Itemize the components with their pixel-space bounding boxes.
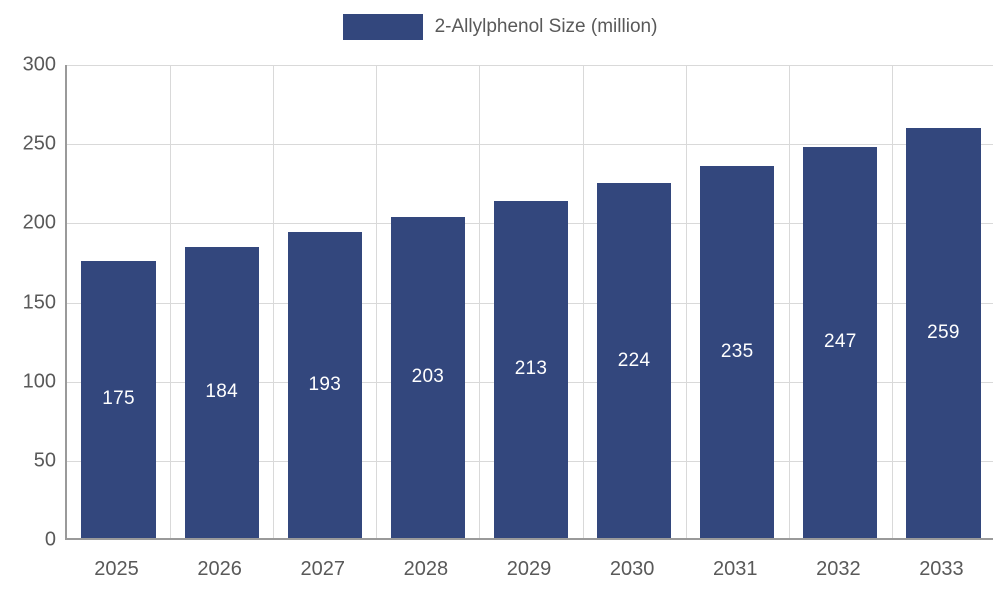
gridline-y-300 bbox=[67, 65, 993, 66]
bar-value-label: 175 bbox=[102, 388, 135, 410]
y-tick-label-250: 250 bbox=[22, 132, 56, 155]
chart-legend: 2-Allylphenol Size (million) bbox=[0, 14, 1000, 40]
bar-value-label: 203 bbox=[411, 366, 445, 388]
bar-2031[interactable]: 235 bbox=[700, 165, 775, 538]
y-tick-label-0: 0 bbox=[44, 528, 56, 551]
plot-area: 175 184 193 203 213 224 235 247 259 bbox=[65, 65, 993, 540]
bar-2033[interactable]: 259 bbox=[906, 127, 981, 538]
gridline-x-3 bbox=[376, 65, 378, 538]
bar-2030[interactable]: 224 bbox=[596, 183, 672, 538]
bar-2029[interactable]: 213 bbox=[493, 200, 569, 538]
y-tick-label-100: 100 bbox=[22, 370, 56, 393]
bar-2028[interactable]: 203 bbox=[390, 216, 465, 538]
bar-value-label: 184 bbox=[205, 381, 238, 403]
bar-2026[interactable]: 184 bbox=[184, 246, 259, 538]
bar-value-label: 213 bbox=[514, 358, 548, 380]
gridline-x-7 bbox=[788, 65, 790, 538]
bar-value-label: 247 bbox=[824, 331, 857, 353]
x-tick-label-2033: 2033 bbox=[919, 558, 964, 580]
bar-value-label: 224 bbox=[617, 349, 651, 371]
legend-label: 2-Allylphenol Size (million) bbox=[434, 16, 658, 37]
gridline-y-250 bbox=[67, 144, 993, 146]
gridline-x-4 bbox=[479, 65, 481, 538]
gridline-x-6 bbox=[685, 65, 687, 538]
gridline-x-2 bbox=[273, 65, 275, 538]
y-tick-label-200: 200 bbox=[22, 211, 56, 234]
x-tick-label-2031: 2031 bbox=[712, 558, 758, 580]
x-tick-label-2027: 2027 bbox=[300, 558, 346, 580]
gridline-x-1 bbox=[170, 65, 172, 538]
x-tick-label-2032: 2032 bbox=[816, 558, 861, 580]
y-tick-label-150: 150 bbox=[22, 291, 56, 313]
x-tick-label-2025: 2025 bbox=[94, 558, 139, 580]
bar-2032[interactable]: 247 bbox=[803, 146, 878, 538]
gridline-x-8 bbox=[891, 65, 893, 538]
x-tick-label-2028: 2028 bbox=[403, 558, 449, 580]
x-tick-label-2026: 2026 bbox=[197, 558, 242, 580]
bar-value-label: 259 bbox=[927, 321, 960, 343]
bar-2025[interactable]: 175 bbox=[81, 260, 156, 538]
legend-swatch bbox=[342, 14, 423, 40]
bar-2027[interactable]: 193 bbox=[287, 232, 362, 538]
x-tick-label-2030: 2030 bbox=[609, 558, 655, 580]
gridline-x-5 bbox=[582, 65, 584, 538]
bar-value-label: 193 bbox=[308, 374, 342, 396]
x-tick-label-2029: 2029 bbox=[506, 558, 552, 580]
y-tick-label-300: 300 bbox=[22, 53, 56, 76]
y-tick-label-50: 50 bbox=[33, 449, 56, 472]
bar-value-label: 235 bbox=[720, 340, 754, 362]
